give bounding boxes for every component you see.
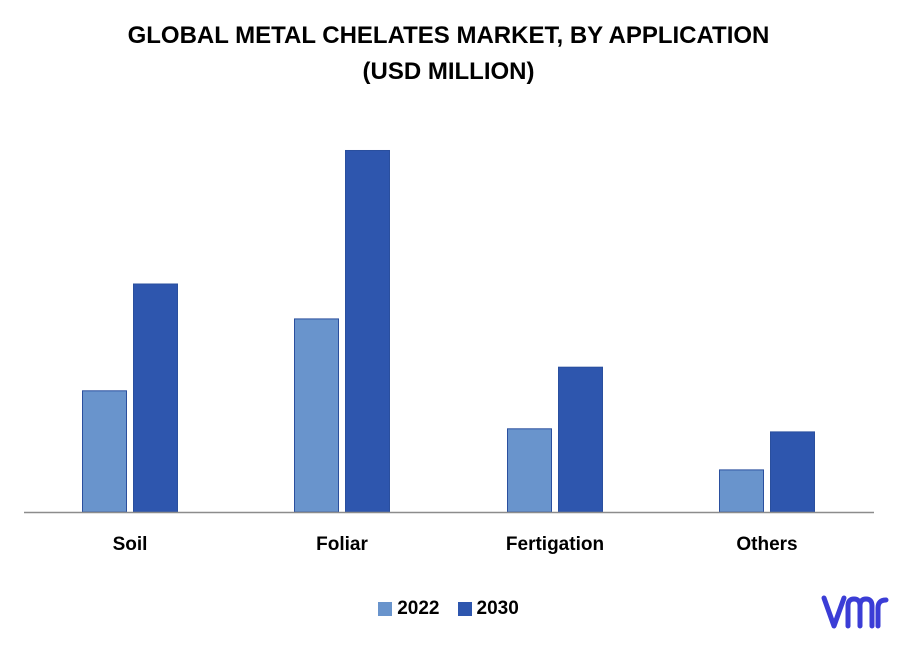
legend-swatch-2022: [378, 602, 393, 616]
x-tick-label-fertigation: Fertigation: [506, 534, 604, 555]
vmr-logo: [821, 595, 889, 629]
x-tick-label-others: Others: [736, 534, 797, 555]
legend-label-2030: 2030: [476, 598, 519, 619]
x-tick-label-foliar: Foliar: [316, 534, 368, 555]
x-tick-labels: Soil Foliar Fertigation Others: [113, 534, 798, 555]
chart-title-line-1: GLOBAL METAL CHELATES MARKET, BY APPLICA…: [127, 22, 770, 49]
bar-foliar-2030: [345, 149, 390, 513]
bar-fertigation-2022: [507, 428, 552, 513]
x-tick-label-soil: Soil: [113, 534, 148, 555]
legend-item-2030: 2030: [457, 598, 519, 620]
bars-group: [82, 149, 815, 513]
legend: 2022 2030: [0, 598, 897, 620]
legend-label-2022: 2022: [397, 598, 440, 619]
bar-soil-2022: [82, 390, 127, 513]
bar-fertigation-2030: [558, 366, 603, 513]
legend-swatch-2030: [457, 602, 472, 616]
bar-others-2030: [770, 431, 815, 513]
chart-title: GLOBAL METAL CHELATES MARKET, BY APPLICA…: [0, 18, 897, 90]
bar-foliar-2022: [294, 318, 339, 513]
bar-others-2022: [719, 469, 764, 513]
chart-title-line-2: (USD MILLION): [362, 58, 535, 85]
vmr-logo-mark: [821, 595, 889, 629]
legend-item-2022: 2022: [378, 598, 440, 620]
bar-soil-2030: [133, 283, 178, 513]
